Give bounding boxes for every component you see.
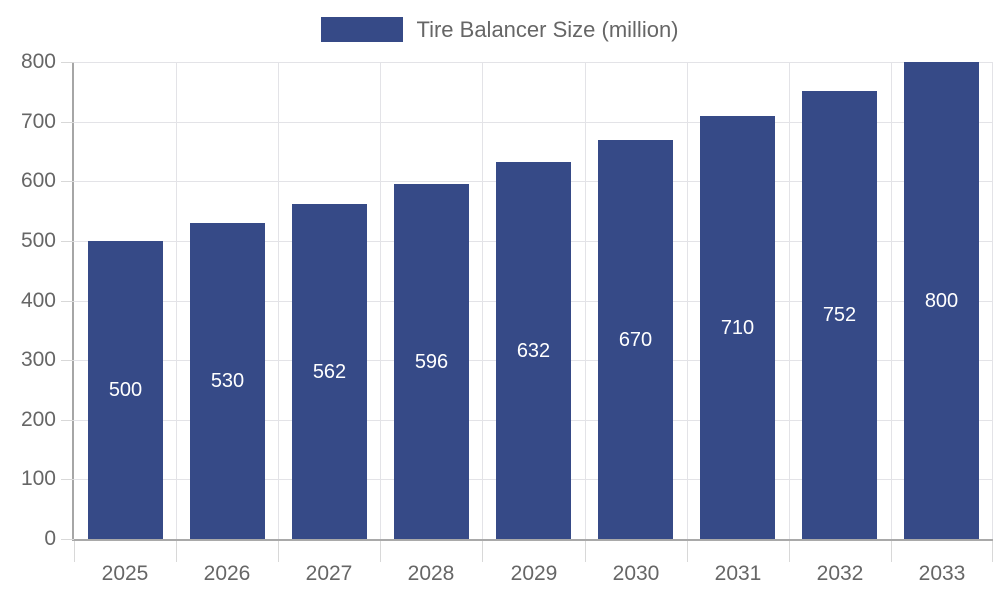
bar-value-label: 752 (822, 304, 857, 326)
bar-value-label: 562 (312, 361, 347, 383)
v-gridline (891, 62, 892, 539)
x-axis-tick (585, 541, 586, 562)
x-axis-tick (380, 541, 381, 562)
y-axis-label: 0 (44, 527, 56, 550)
y-axis-tick (61, 241, 74, 242)
y-axis-tick (61, 360, 74, 361)
x-axis-label: 2026 (203, 562, 251, 585)
bar (598, 140, 673, 539)
bar (904, 62, 979, 539)
v-gridline (176, 62, 177, 539)
x-axis-label: 2032 (816, 562, 864, 585)
x-axis-tick (176, 541, 177, 562)
y-axis-tick (61, 122, 74, 123)
bar-value-label: 596 (414, 351, 449, 373)
y-axis-label: 600 (20, 169, 56, 192)
bar-value-label: 530 (210, 370, 245, 392)
x-axis-label: 2033 (918, 562, 966, 585)
y-axis-tick (61, 181, 74, 182)
bar (394, 184, 469, 539)
bar (190, 223, 265, 539)
bar-value-label: 632 (516, 340, 551, 362)
x-axis-tick (992, 541, 993, 562)
bar-value-label: 710 (720, 317, 755, 339)
legend-swatch (321, 17, 404, 42)
y-axis-tick (61, 420, 74, 421)
x-axis-tick (891, 541, 892, 562)
y-axis-label: 300 (20, 348, 56, 371)
y-axis-label: 700 (20, 110, 56, 133)
x-axis-label: 2031 (714, 562, 762, 585)
v-gridline (278, 62, 279, 539)
legend: Tire Balancer Size (million) (0, 16, 1000, 43)
y-axis-tick (61, 62, 74, 63)
x-axis-tick (278, 541, 279, 562)
x-axis-label: 2030 (612, 562, 660, 585)
bar-value-label: 800 (924, 290, 959, 312)
x-axis-label: 2028 (407, 562, 455, 585)
x-axis-label: 2029 (510, 562, 558, 585)
x-axis-tick (687, 541, 688, 562)
bar (700, 116, 775, 539)
x-axis-tick (789, 541, 790, 562)
v-gridline (380, 62, 381, 539)
x-axis-label: 2025 (101, 562, 149, 585)
x-axis-tick (74, 541, 75, 562)
v-gridline (687, 62, 688, 539)
y-axis-label: 400 (20, 289, 56, 312)
x-axis-tick (482, 541, 483, 562)
v-gridline (482, 62, 483, 539)
y-axis-tick (61, 479, 74, 480)
y-axis-tick (61, 301, 74, 302)
y-axis-tick (61, 539, 74, 540)
y-axis-label: 800 (20, 50, 56, 73)
bar-value-label: 500 (108, 379, 143, 401)
y-axis-label: 200 (20, 408, 56, 431)
y-axis-label: 500 (20, 229, 56, 252)
bar (292, 204, 367, 539)
x-axis-label: 2027 (305, 562, 353, 585)
bar (496, 162, 571, 539)
bar (802, 91, 877, 539)
v-gridline (585, 62, 586, 539)
legend-label: Tire Balancer Size (million) (416, 16, 679, 42)
bar-value-label: 670 (618, 329, 653, 351)
h-gridline (74, 122, 993, 123)
bar (88, 241, 163, 539)
v-gridline (789, 62, 790, 539)
y-axis-label: 100 (20, 467, 56, 490)
h-gridline (74, 62, 993, 63)
v-gridline (992, 62, 993, 539)
